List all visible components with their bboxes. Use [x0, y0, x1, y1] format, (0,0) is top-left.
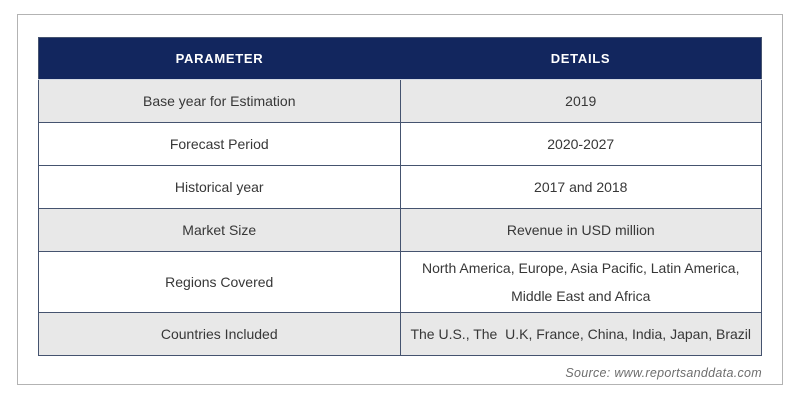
- source-attribution: Source: www.reportsanddata.com: [565, 366, 762, 380]
- details-cell: North America, Europe, Asia Pacific, Lat…: [399, 251, 762, 313]
- table-row-regions-covered: Regions Covered North America, Europe, A…: [38, 251, 762, 313]
- table-row-countries-included: Countries Included The U.S., The U.K, Fr…: [38, 312, 762, 356]
- parameter-cell: Historical year: [38, 165, 401, 209]
- details-cell: 2019: [399, 79, 762, 123]
- parameter-cell: Countries Included: [38, 312, 401, 356]
- details-cell: Revenue in USD million: [399, 208, 762, 252]
- parameter-cell: Forecast Period: [38, 122, 401, 166]
- table-row-base-year: Base year for Estimation 2019: [38, 79, 762, 123]
- details-cell: 2020-2027: [399, 122, 762, 166]
- report-scope-card: PARAMETER DETAILS Base year for Estimati…: [17, 14, 783, 385]
- market-scope-table: PARAMETER DETAILS Base year for Estimati…: [38, 37, 762, 356]
- table-header-row: PARAMETER DETAILS: [38, 37, 762, 80]
- parameter-cell: Market Size: [38, 208, 401, 252]
- parameter-cell: Regions Covered: [38, 251, 401, 313]
- table-row-market-size: Market Size Revenue in USD million: [38, 208, 762, 252]
- parameter-cell: Base year for Estimation: [38, 79, 401, 123]
- column-header-parameter: PARAMETER: [38, 37, 400, 80]
- details-cell: The U.S., The U.K, France, China, India,…: [399, 312, 762, 356]
- details-cell: 2017 and 2018: [399, 165, 762, 209]
- table-row-forecast-period: Forecast Period 2020-2027: [38, 122, 762, 166]
- column-header-details: DETAILS: [400, 37, 762, 80]
- table-row-historical-year: Historical year 2017 and 2018: [38, 165, 762, 209]
